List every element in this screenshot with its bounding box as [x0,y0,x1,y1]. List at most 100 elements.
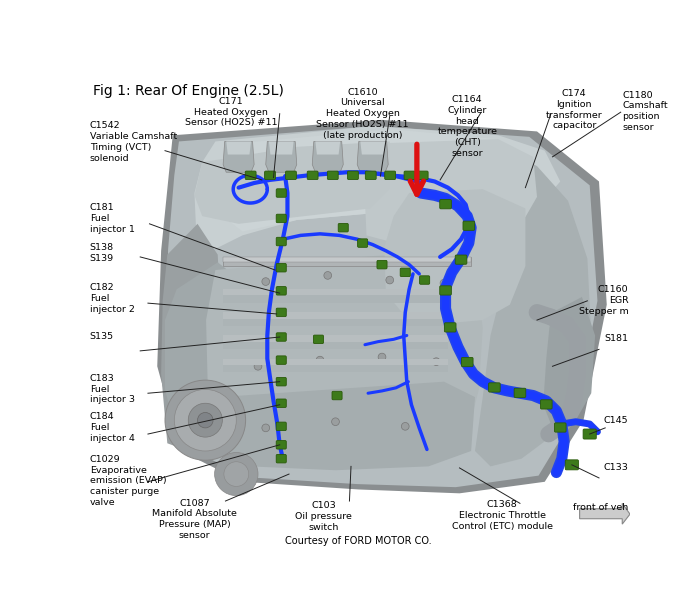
Circle shape [324,271,332,279]
Polygon shape [269,141,294,155]
FancyBboxPatch shape [286,171,296,179]
Text: C1610
Universal
Heated Oxygen
Sensor (HO2S) #11
(late production): C1610 Universal Heated Oxygen Sensor (HO… [316,88,409,139]
Bar [223,313,448,319]
FancyBboxPatch shape [276,441,286,449]
FancyBboxPatch shape [276,287,286,295]
Text: S181: S181 [605,334,629,343]
FancyBboxPatch shape [276,399,286,408]
FancyBboxPatch shape [276,378,286,386]
Text: C1368
Electronic Throttle
Control (ETC) module: C1368 Electronic Throttle Control (ETC) … [452,500,552,530]
Circle shape [197,413,213,428]
Circle shape [378,353,386,361]
Polygon shape [206,255,483,455]
Text: C174
Ignition
transformer
capacitor: C174 Ignition transformer capacitor [546,89,603,130]
Circle shape [401,422,409,430]
Text: Fig 1: Rear Of Engine (2.5L): Fig 1: Rear Of Engine (2.5L) [93,85,284,98]
FancyBboxPatch shape [358,239,368,247]
FancyBboxPatch shape [417,171,428,179]
Polygon shape [266,141,297,173]
FancyBboxPatch shape [400,268,410,276]
Text: C184
Fuel
injector 4: C184 Fuel injector 4 [90,413,134,443]
FancyBboxPatch shape [276,454,286,463]
Text: C1087
Manifold Absolute
Pressure (MAP)
sensor: C1087 Manifold Absolute Pressure (MAP) s… [152,499,237,540]
Polygon shape [384,189,526,324]
Text: C183
Fuel
injector 3: C183 Fuel injector 3 [90,374,135,405]
Polygon shape [580,503,630,524]
Text: C103
Oil pressure
switch: C103 Oil pressure switch [295,501,352,532]
Polygon shape [220,129,533,231]
FancyBboxPatch shape [276,237,286,246]
Circle shape [165,380,246,460]
FancyBboxPatch shape [276,214,286,223]
Text: C1180
Camshaft
position
sensor: C1180 Camshaft position sensor [622,91,668,132]
FancyBboxPatch shape [276,422,286,430]
Circle shape [215,453,258,495]
Polygon shape [158,120,607,493]
Polygon shape [161,224,220,451]
Polygon shape [312,141,343,173]
FancyBboxPatch shape [463,221,475,230]
FancyBboxPatch shape [314,335,323,344]
Text: C145: C145 [604,416,629,426]
Text: Courtesy of FORD MOTOR CO.: Courtesy of FORD MOTOR CO. [286,535,432,546]
Polygon shape [357,141,388,173]
Circle shape [254,362,262,370]
FancyBboxPatch shape [444,323,456,332]
FancyBboxPatch shape [338,223,349,232]
Circle shape [433,358,440,365]
FancyBboxPatch shape [276,263,286,272]
FancyBboxPatch shape [347,171,358,179]
Text: S138
S139: S138 S139 [90,243,114,263]
Circle shape [174,389,237,451]
FancyBboxPatch shape [328,171,338,179]
Bar [223,289,448,295]
Bar [223,359,448,365]
Polygon shape [360,141,385,155]
Bar [223,313,448,326]
Text: C181
Fuel
injector 1: C181 Fuel injector 1 [90,203,134,233]
Polygon shape [195,126,560,251]
Polygon shape [226,141,251,155]
Polygon shape [315,141,340,155]
Polygon shape [543,297,595,428]
FancyBboxPatch shape [276,188,286,197]
FancyBboxPatch shape [276,333,286,341]
FancyBboxPatch shape [440,286,452,295]
Circle shape [386,276,393,284]
Polygon shape [365,139,537,243]
Polygon shape [165,126,598,487]
Text: C1164
Cylinder
head
temperature
(CHT)
sensor: C1164 Cylinder head temperature (CHT) se… [438,95,497,158]
Bar [223,335,448,341]
FancyBboxPatch shape [461,357,473,367]
Polygon shape [223,141,254,173]
Bar [223,359,448,373]
Polygon shape [475,150,592,467]
FancyBboxPatch shape [377,260,387,269]
Circle shape [440,279,448,287]
FancyBboxPatch shape [554,423,566,432]
Polygon shape [195,141,390,224]
FancyBboxPatch shape [332,391,342,400]
FancyBboxPatch shape [566,460,578,470]
FancyBboxPatch shape [540,400,552,409]
FancyBboxPatch shape [583,429,596,439]
Bar [223,257,471,262]
Text: C1029
Evaporative
emission (EVAP)
canister purge
valve: C1029 Evaporative emission (EVAP) canist… [90,455,167,507]
FancyBboxPatch shape [276,356,286,364]
Polygon shape [165,262,246,459]
FancyBboxPatch shape [404,171,415,179]
FancyBboxPatch shape [265,171,275,179]
Circle shape [316,356,324,364]
Circle shape [262,278,270,286]
Circle shape [224,462,248,486]
Circle shape [332,418,340,426]
FancyBboxPatch shape [440,200,452,209]
FancyBboxPatch shape [307,171,318,179]
Text: C182
Fuel
injector 2: C182 Fuel injector 2 [90,283,134,314]
Text: S135: S135 [90,332,114,341]
Bar [223,335,448,349]
Text: C171
Heated Oxygen
Sensor (HO2S) #11: C171 Heated Oxygen Sensor (HO2S) #11 [185,97,277,127]
FancyBboxPatch shape [455,255,467,264]
Text: C1542
Variable Camshaft
Timing (VCT)
solenoid: C1542 Variable Camshaft Timing (VCT) sol… [90,122,177,163]
Bar [223,289,448,303]
